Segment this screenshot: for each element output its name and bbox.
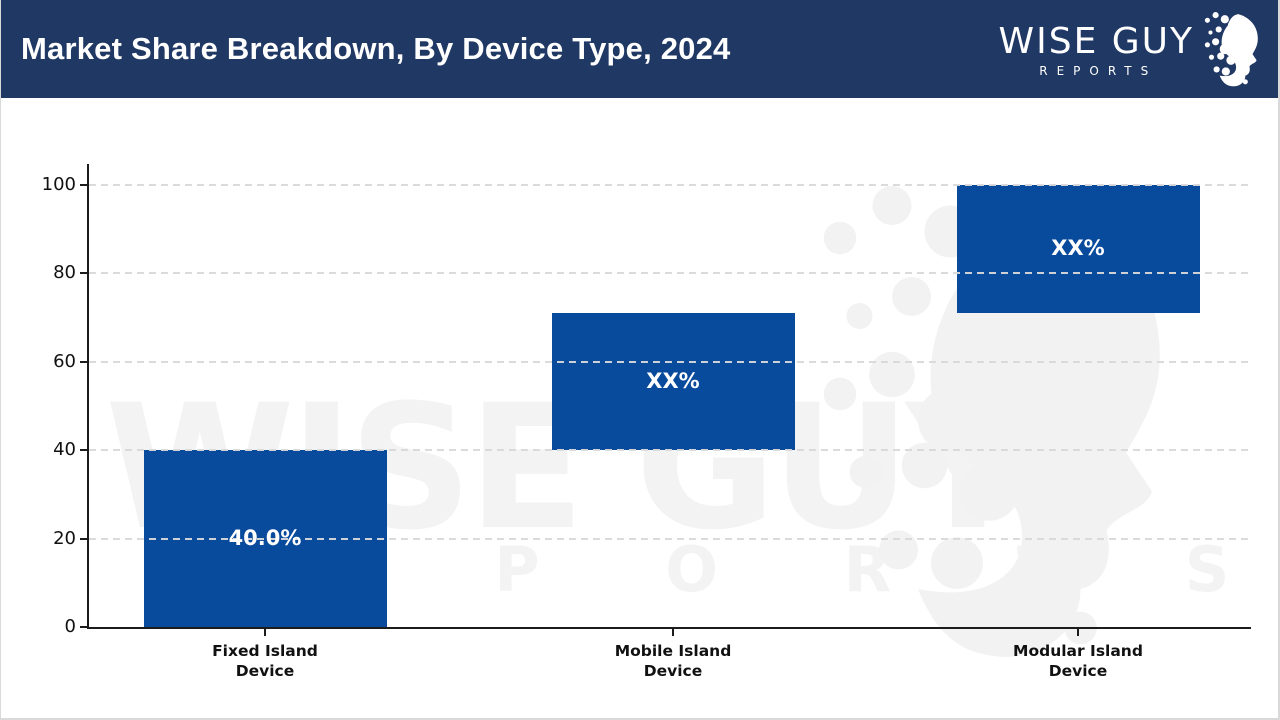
gridline-y20 xyxy=(89,537,1251,540)
x-axis-label-line: Fixed Island xyxy=(212,642,318,660)
header-banner: Market Share Breakdown, By Device Type, … xyxy=(1,0,1278,98)
gridline-y60 xyxy=(89,360,1251,363)
x-axis-spine xyxy=(87,627,1251,629)
y-axis-tick-60 xyxy=(80,360,87,363)
y-axis-label-0: 0 xyxy=(64,616,76,637)
y-axis-tick-0 xyxy=(80,626,87,628)
brand-subname: REPORTS xyxy=(1039,64,1158,78)
x-axis-tick-2 xyxy=(672,629,674,636)
bar-segment-2 xyxy=(551,313,795,451)
y-axis-label-20: 20 xyxy=(53,527,76,549)
x-axis-label-line: Device xyxy=(643,662,703,680)
y-axis-tick-40 xyxy=(80,449,87,452)
x-axis-label-2: Mobile Island Device xyxy=(543,641,803,681)
x-axis-label-line: Device xyxy=(1048,662,1108,680)
brand-name: WISE GUY xyxy=(998,21,1194,62)
gridline-y40 xyxy=(89,449,1251,452)
bar-value-label-1: 40.0% xyxy=(228,525,302,550)
brand-wordmark: WISE GUY REPORTS xyxy=(998,21,1195,79)
y-axis-tick-100 xyxy=(80,184,87,186)
chart-plot-area: WISE GUY R E P O R T S 0 20 40 60 80 100 40.0%… xyxy=(1,98,1278,718)
bar-segment-3 xyxy=(956,185,1200,314)
x-axis-label-line: Mobile Island xyxy=(614,642,732,660)
y-axis-tick-20 xyxy=(80,537,87,540)
y-axis-label-100: 100 xyxy=(41,174,76,195)
bar-value-label-3: XX% xyxy=(1051,236,1105,261)
x-axis-label-line: Device xyxy=(235,662,295,680)
x-axis-tick-1 xyxy=(264,629,266,636)
x-axis-label-3: Modular Island Device xyxy=(948,641,1208,681)
dotted-face-logo-icon xyxy=(1204,12,1258,87)
gridline-y100 xyxy=(89,184,1251,186)
x-axis-tick-3 xyxy=(1077,629,1079,636)
y-axis-label-60: 60 xyxy=(53,350,76,372)
gridline-y80 xyxy=(89,272,1251,275)
x-axis-label-line: Modular Island xyxy=(1013,642,1143,660)
page-title: Market Share Breakdown, By Device Type, … xyxy=(21,31,731,66)
y-axis-spine xyxy=(87,164,89,629)
x-axis-label-1: Fixed Island Device xyxy=(135,641,395,681)
y-axis-tick-80 xyxy=(80,272,87,275)
y-axis-label-80: 80 xyxy=(53,262,76,284)
brand-logo: WISE GUY REPORTS xyxy=(999,10,1265,92)
bar-value-label-2: XX% xyxy=(646,368,700,393)
y-axis-label-40: 40 xyxy=(53,439,76,461)
